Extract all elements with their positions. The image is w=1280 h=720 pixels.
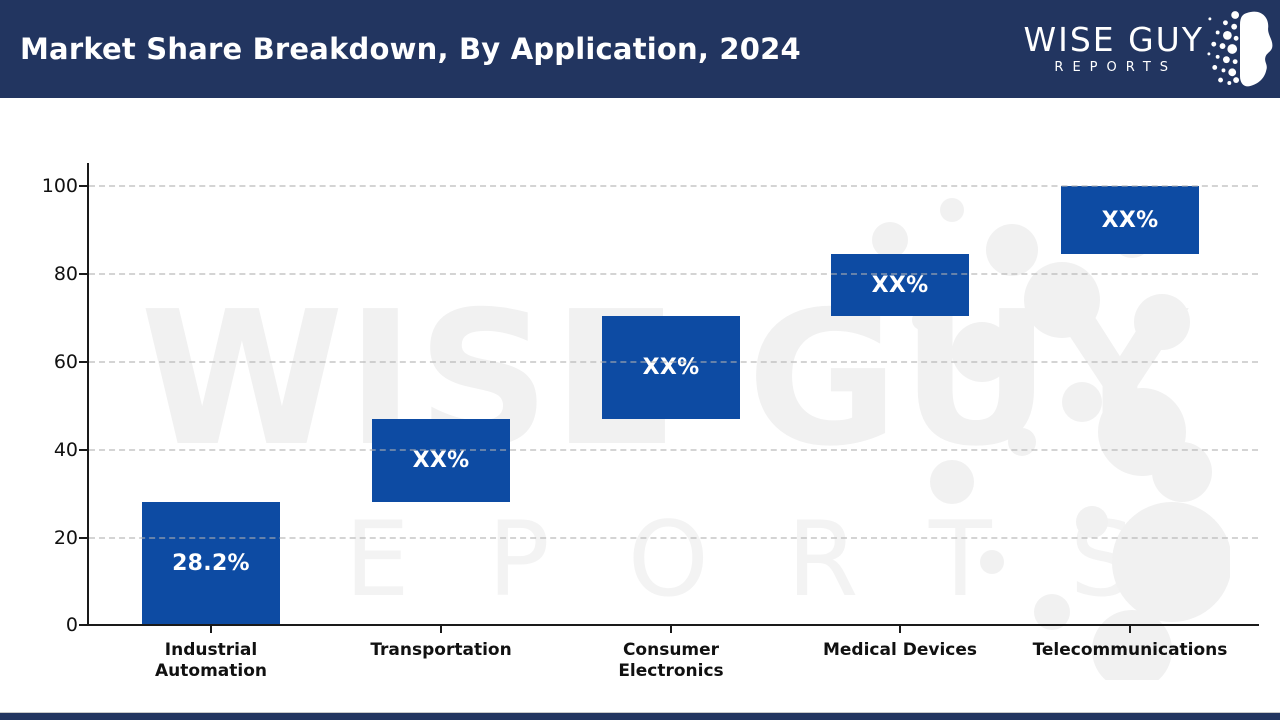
y-tick-label: 0 xyxy=(65,614,78,637)
brand-subtitle: REPORTS xyxy=(1054,60,1178,75)
bar-value-label: XX% xyxy=(871,272,929,298)
brand-logo-text: WISE GUY REPORTS xyxy=(1023,20,1204,76)
chart-title: Market Share Breakdown, By Application, … xyxy=(20,32,801,66)
bar: XX% xyxy=(1061,186,1199,255)
gridline xyxy=(89,185,1258,188)
y-tick-mark xyxy=(79,448,88,451)
x-axis-line xyxy=(87,624,1259,626)
y-tick-label: 100 xyxy=(41,175,78,198)
y-tick-label: 20 xyxy=(53,526,78,549)
bar-value-label: 28.2% xyxy=(172,550,250,576)
x-tick-mark xyxy=(670,626,672,633)
y-axis-line xyxy=(87,163,89,626)
brand-head-icon xyxy=(1207,11,1273,87)
x-axis-label: Industrial Automation xyxy=(155,640,267,681)
x-tick-mark xyxy=(440,626,442,633)
watermark-text-line2: REPORTS xyxy=(195,500,1214,620)
x-axis-label: Consumer Electronics xyxy=(618,640,724,681)
y-tick-mark xyxy=(79,624,88,627)
footer-bar xyxy=(0,712,1280,720)
bar-value-label: XX% xyxy=(642,354,700,380)
y-tick-mark xyxy=(79,360,88,363)
x-axis-label: Transportation xyxy=(370,640,512,660)
y-tick-label: 80 xyxy=(53,263,78,286)
gridline xyxy=(89,536,1258,539)
gridline xyxy=(89,448,1258,451)
brand-logo: WISE GUY REPORTS xyxy=(1023,5,1280,93)
bar: 28.2% xyxy=(142,501,280,626)
y-tick-mark xyxy=(79,185,88,188)
x-tick-mark xyxy=(1129,626,1131,633)
gridline xyxy=(89,273,1258,276)
x-axis-label: Telecommunications xyxy=(1032,640,1228,660)
header-bar: Market Share Breakdown, By Application, … xyxy=(0,0,1280,98)
bar: XX% xyxy=(831,254,969,316)
bar: XX% xyxy=(372,418,510,502)
bar: XX% xyxy=(602,315,740,419)
y-tick-mark xyxy=(79,273,88,276)
watermark-head-dots xyxy=(872,198,1230,680)
y-tick-label: 60 xyxy=(53,350,78,373)
y-tick-mark xyxy=(79,536,88,539)
gridline xyxy=(89,360,1258,363)
x-tick-mark xyxy=(899,626,901,633)
bar-value-label: XX% xyxy=(1101,207,1159,233)
y-tick-label: 40 xyxy=(53,438,78,461)
brand-name: WISE GUY xyxy=(1023,20,1204,59)
bar-value-label: XX% xyxy=(412,447,470,473)
x-axis-label: Medical Devices xyxy=(822,640,977,660)
x-tick-mark xyxy=(210,626,212,633)
